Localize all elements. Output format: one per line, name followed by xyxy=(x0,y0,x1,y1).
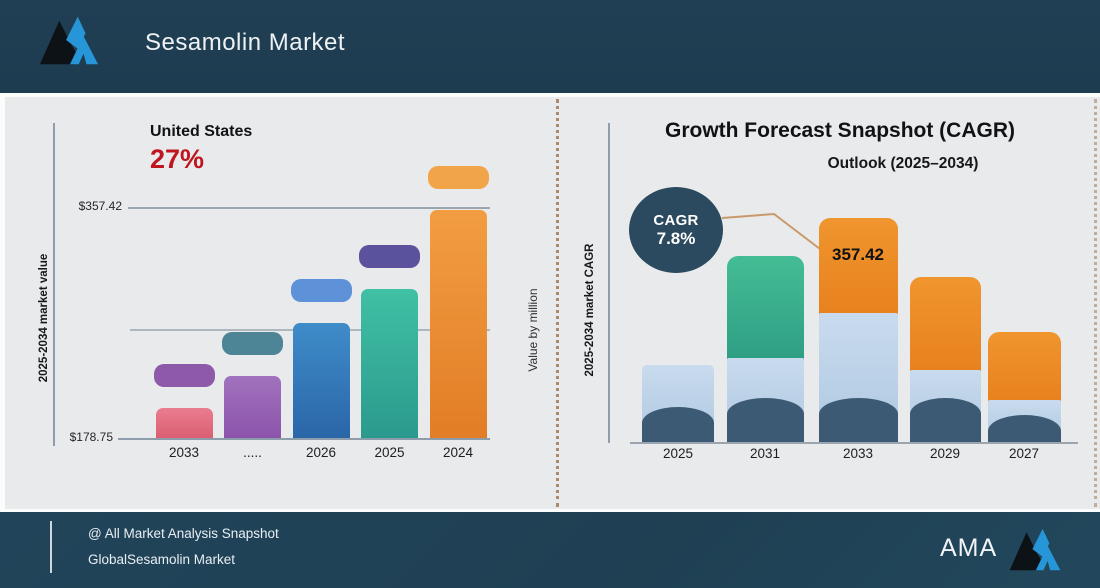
left-bar-cap-2026 xyxy=(290,278,352,302)
right-bar-2031-base-dome xyxy=(726,398,804,442)
left-bar-..... xyxy=(224,375,281,438)
right-bar-2033-base-dome xyxy=(818,398,898,442)
right-x-label-2033: 2033 xyxy=(842,446,874,461)
right-edge-dotted xyxy=(1094,99,1097,507)
footer-market-text: GlobalSesamolin Market xyxy=(88,552,236,567)
right-bar-2029-base-dome xyxy=(909,398,981,442)
frame-left xyxy=(0,97,5,509)
left-tick-bottom: $178.75 xyxy=(69,430,113,444)
left-x-label-2025: 2025 xyxy=(374,445,405,460)
page-title: Sesamolin Market xyxy=(145,29,346,56)
footer-snapshot-text: @ All Market Analysis Snapshot xyxy=(88,526,279,541)
footer-divider-line xyxy=(50,521,52,573)
right-bar-2025-base-dome xyxy=(642,407,714,442)
left-y-axis-title: 2025-2034 market value xyxy=(38,253,50,383)
cagr-badge-label: CAGR xyxy=(653,211,699,229)
frame-top xyxy=(0,93,1100,97)
frame-bottom xyxy=(0,509,1100,512)
left-tick-top: $357.42 xyxy=(78,199,122,213)
left-secondary-axis-title: Value by million xyxy=(526,288,540,372)
right-bar-2027-base-dome xyxy=(987,415,1061,442)
footer-bar: @ All Market Analysis Snapshot GlobalSes… xyxy=(0,512,1100,588)
right-x-label-2031: 2031 xyxy=(749,446,781,461)
left-bar-2024 xyxy=(429,210,487,438)
left-bar-cap-2025 xyxy=(359,244,420,268)
right-y-axis-title: 2025-2034 market CAGR xyxy=(584,243,596,377)
right-chart-title: Growth Forecast Snapshot (CAGR) xyxy=(664,119,1016,142)
footer-brand-text: AMA xyxy=(940,534,998,562)
right-x-label-2027: 2027 xyxy=(1008,446,1040,461)
right-x-axis-line xyxy=(630,442,1078,444)
left-bar-2025 xyxy=(361,288,418,438)
left-x-axis-line xyxy=(118,438,490,440)
header-bar: Sesamolin Market xyxy=(0,0,1100,93)
right-x-label-2029: 2029 xyxy=(929,446,961,461)
right-x-label-2025: 2025 xyxy=(662,446,694,461)
left-bar-2033 xyxy=(155,407,213,438)
panel-divider-dotted xyxy=(556,99,559,507)
left-x-label-2024: 2024 xyxy=(442,445,474,460)
right-y-axis-line xyxy=(608,123,610,443)
left-highlight-value: 27% xyxy=(150,144,205,174)
left-bar-cap-2024 xyxy=(427,166,489,190)
footer-ama-logo-icon xyxy=(1008,526,1062,574)
left-bar-cap-..... xyxy=(222,331,283,355)
chart-canvas: 2025-2034 market value United States 27%… xyxy=(0,93,1100,512)
cagr-badge: CAGR 7.8% xyxy=(629,187,723,273)
left-x-label-.....: ..... xyxy=(243,445,262,460)
right-bar-annotation: 357.42 xyxy=(832,245,884,264)
left-x-label-2026: 2026 xyxy=(305,445,337,460)
left-bar-2026 xyxy=(292,322,350,438)
left-y-axis-line xyxy=(53,123,55,446)
left-region-label: United States xyxy=(150,123,253,140)
left-x-label-2033: 2033 xyxy=(168,445,200,460)
ama-logo-icon xyxy=(38,12,100,70)
cagr-badge-value: 7.8% xyxy=(656,228,696,248)
left-gridline-top xyxy=(128,207,490,209)
right-chart-subtitle: Outlook (2025–2034) xyxy=(827,155,979,172)
left-bar-cap-2033 xyxy=(153,363,215,387)
